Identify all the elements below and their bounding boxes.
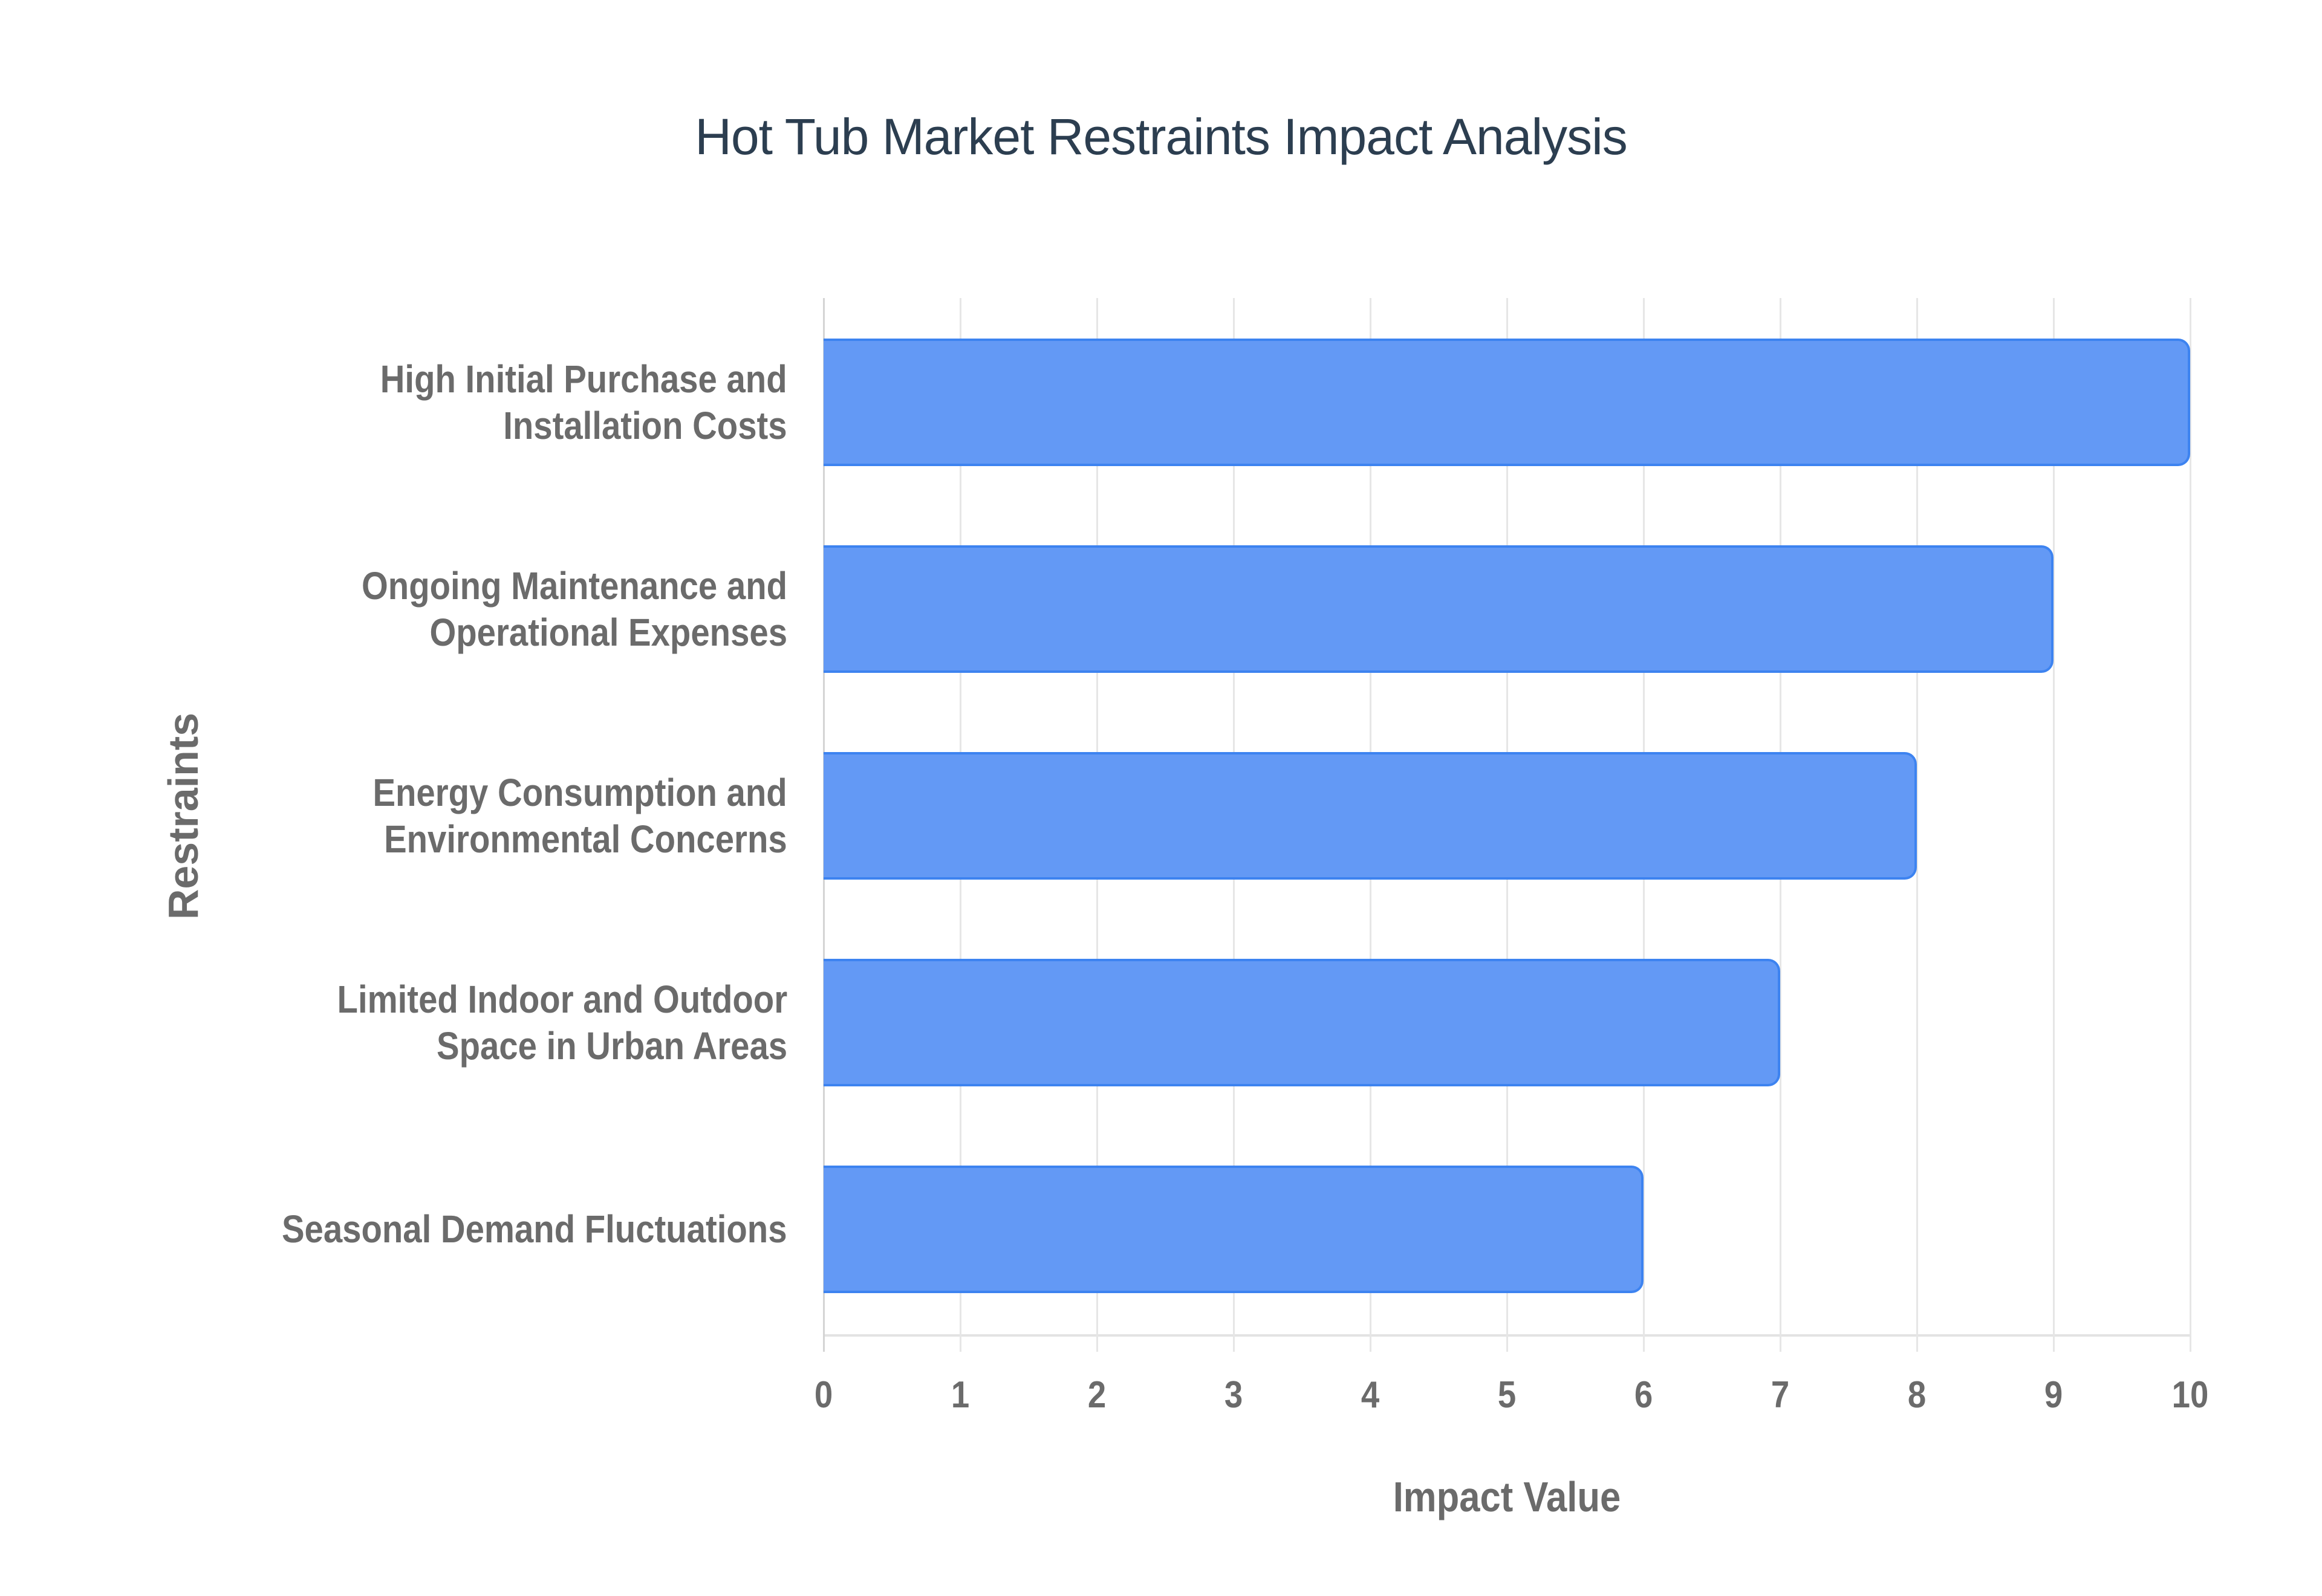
bar[interactable] [824, 545, 2054, 673]
bar[interactable] [824, 959, 1780, 1086]
bar[interactable] [824, 339, 2190, 466]
gridline [2190, 298, 2191, 1352]
x-axis-title: Impact Value [1393, 1473, 1621, 1520]
y-tick-label: Energy Consumption and Environmental Conc… [372, 770, 787, 861]
x-tick-label: 0 [814, 1374, 833, 1416]
y-tick-label: Limited Indoor and Outdoor Space in Urban… [337, 977, 787, 1068]
chart-title: Hot Tub Market Restraints Impact Analysi… [695, 108, 1628, 165]
y-tick-label: Ongoing Maintenance and Operational Expen… [361, 563, 787, 654]
y-axis-title: Restraints [160, 712, 207, 920]
x-tick-label: 7 [1771, 1374, 1790, 1416]
gridline [2053, 298, 2055, 1352]
x-tick-label: 8 [1907, 1374, 1927, 1416]
y-tick-label: Seasonal Demand Fluctuations [282, 1207, 787, 1251]
x-tick-label: 4 [1361, 1374, 1380, 1416]
x-tick-label: 5 [1497, 1374, 1517, 1416]
x-tick-label: 1 [951, 1374, 970, 1416]
gridline [1916, 298, 1918, 1352]
x-tick-label: 9 [2044, 1374, 2063, 1416]
x-tick-label: 6 [1634, 1374, 1653, 1416]
x-tick-label: 10 [2171, 1374, 2209, 1416]
bar[interactable] [824, 752, 1917, 880]
bar[interactable] [824, 1166, 1644, 1293]
x-tick-label: 3 [1224, 1374, 1243, 1416]
y-tick-label: High Initial Purchase and Installation Co… [380, 357, 787, 447]
x-tick-label: 2 [1087, 1374, 1107, 1416]
plot-area [823, 298, 2191, 1352]
